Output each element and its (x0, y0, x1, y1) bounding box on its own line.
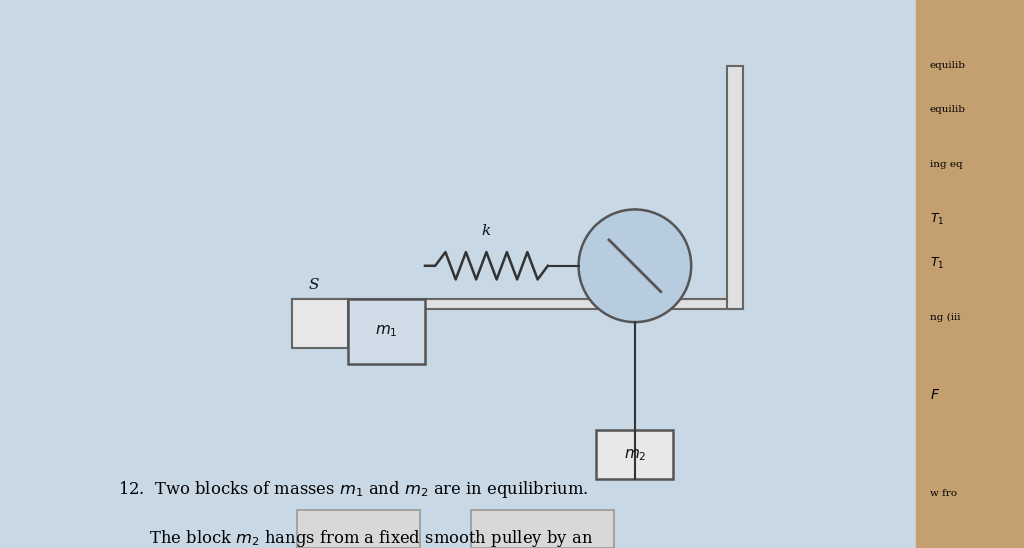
Text: $m_1$: $m_1$ (375, 324, 398, 339)
Text: $m_2$: $m_2$ (624, 447, 646, 463)
Bar (916, 0, 1024, 548)
Text: $F$: $F$ (930, 387, 940, 402)
Bar (297, 510, 420, 548)
Bar (471, 510, 614, 548)
Text: ing eq: ing eq (930, 160, 963, 169)
Bar (348, 299, 425, 364)
Text: S: S (309, 278, 319, 292)
Text: $T_1$: $T_1$ (930, 255, 944, 271)
Text: The block $m_2$ hangs from a fixed smooth pulley by an: The block $m_2$ hangs from a fixed smoot… (118, 528, 593, 548)
Text: w fro: w fro (930, 489, 956, 498)
Bar (292, 299, 737, 309)
Text: ng (iii: ng (iii (930, 313, 961, 322)
Text: $T_1$: $T_1$ (930, 212, 944, 227)
Bar (596, 430, 674, 480)
Text: k: k (481, 224, 492, 238)
Text: equilib: equilib (930, 61, 966, 70)
Ellipse shape (579, 209, 691, 322)
Bar (727, 66, 743, 309)
Bar (292, 299, 348, 348)
Text: 12.  Two blocks of masses $m_1$ and $m_2$ are in equilibrium.: 12. Two blocks of masses $m_1$ and $m_2$… (118, 480, 588, 500)
Text: equilib: equilib (930, 105, 966, 114)
